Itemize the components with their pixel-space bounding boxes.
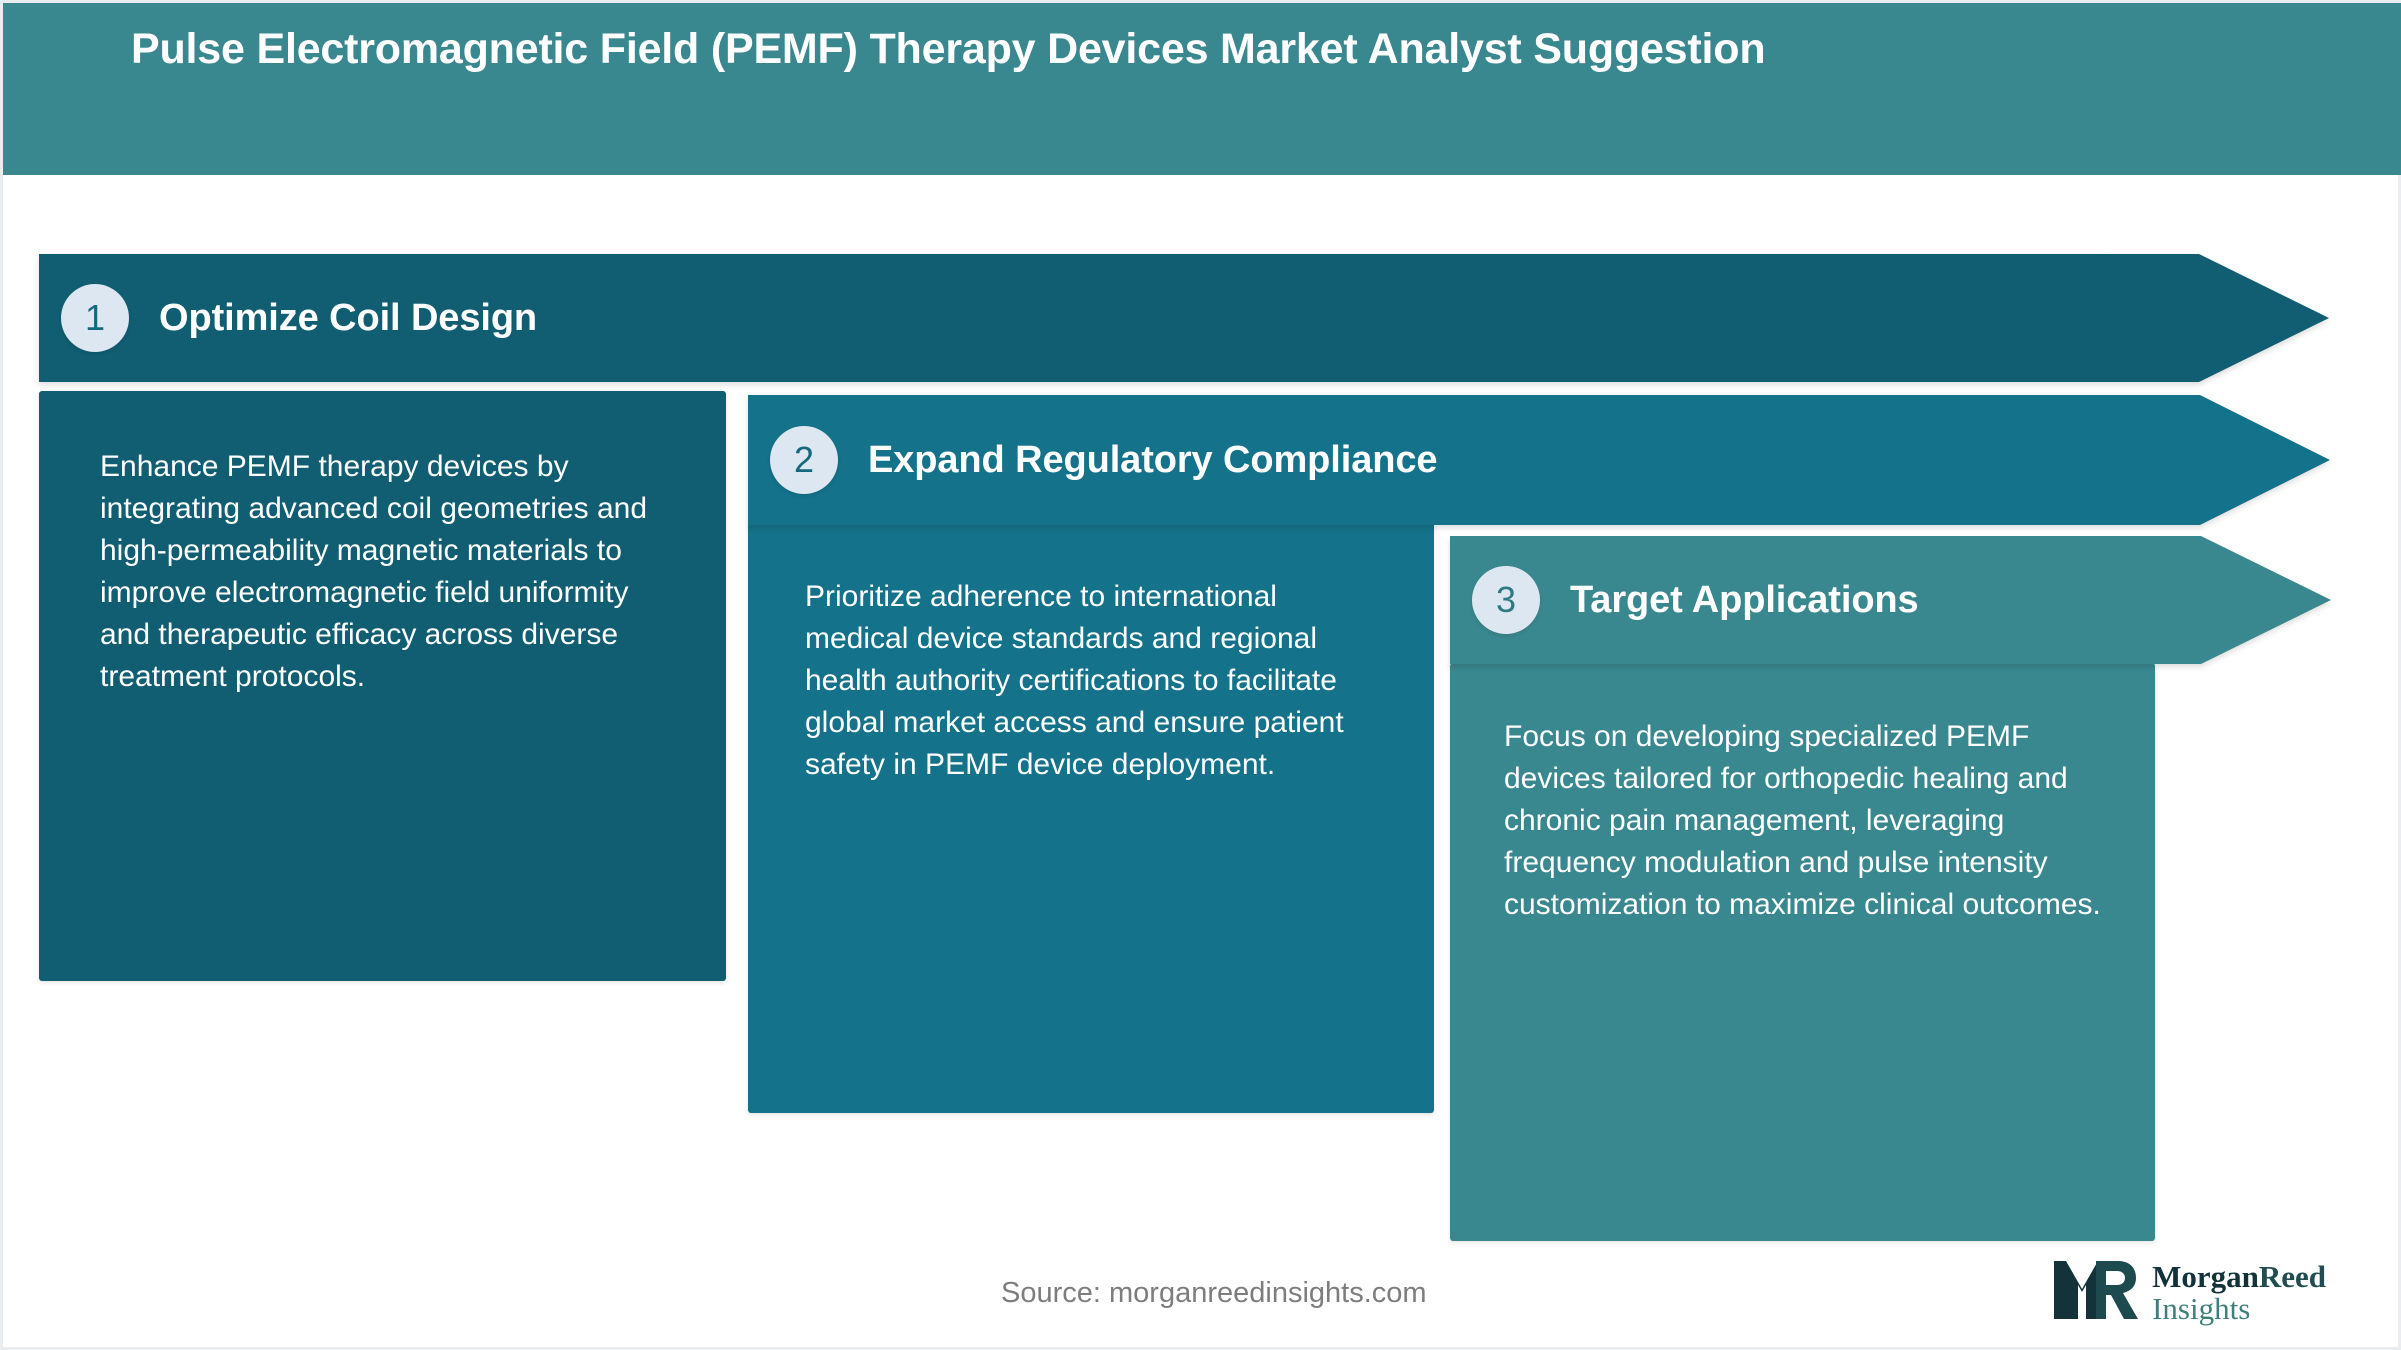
step-number-3: 3 xyxy=(1495,579,1517,620)
card-description-1: Enhance PEMF therapy devices by integrat… xyxy=(100,450,648,693)
card-body-2: Prioritize adherence to international me… xyxy=(748,523,1434,1113)
step-number-badge-3: 3 xyxy=(1472,566,1540,634)
header-banner: Pulse Electromagnetic Field (PEMF) Thera… xyxy=(3,3,2401,175)
card-title-3: Target Applications xyxy=(1570,578,1919,621)
logo-wordmark: MorganReed Insights xyxy=(2152,1261,2326,1324)
card-description-2: Prioritize adherence to international me… xyxy=(805,580,1344,781)
step-number-2: 2 xyxy=(793,439,815,480)
card-body-1: Enhance PEMF therapy devices by integrat… xyxy=(39,391,726,981)
morganreed-insights-logo: MorganReed Insights xyxy=(2052,1259,2326,1326)
card-title-2: Expand Regulatory Compliance xyxy=(868,438,1438,481)
step-number-badge-1: 1 xyxy=(61,284,129,352)
card-title-1: Optimize Coil Design xyxy=(159,296,538,339)
step-number-1: 1 xyxy=(84,297,106,338)
card-header-3[interactable]: 3 Target Applications xyxy=(1450,536,2120,664)
step-number-badge-2: 2 xyxy=(770,426,838,494)
card-header-2[interactable]: 2 Expand Regulatory Compliance xyxy=(748,395,2118,525)
card-description-3: Focus on developing specialized PEMF dev… xyxy=(1504,720,2101,921)
logo-name: MorganReed xyxy=(2152,1261,2326,1293)
logo-name-primary: Morgan xyxy=(2152,1258,2259,1294)
card-header-1[interactable]: 1 Optimize Coil Design xyxy=(39,254,2109,382)
source-attribution: Source: morganreedinsights.com xyxy=(1001,1277,1427,1309)
logo-tagline: Insights xyxy=(2152,1290,2251,1326)
page-title: Pulse Electromagnetic Field (PEMF) Thera… xyxy=(131,25,1766,73)
card-body-3: Focus on developing specialized PEMF dev… xyxy=(1450,663,2155,1241)
mr-monogram-icon xyxy=(2052,1259,2139,1326)
logo-name-secondary: Reed xyxy=(2258,1258,2326,1294)
